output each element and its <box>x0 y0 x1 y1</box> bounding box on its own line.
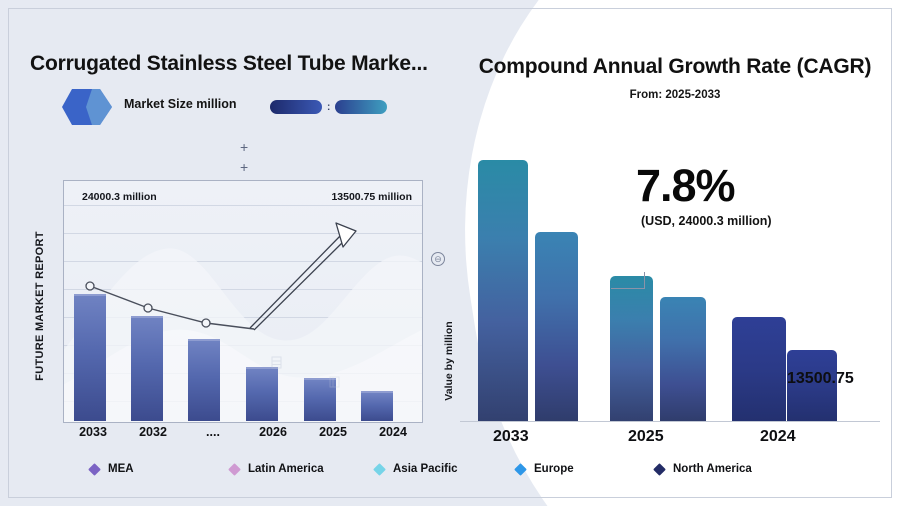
rbar-2033-back <box>535 232 578 422</box>
legend-dot-asia-pacific <box>373 462 386 476</box>
left-chart-trend-line <box>85 281 255 330</box>
frame-top <box>8 8 892 9</box>
x-label-5: 2024 <box>379 425 407 439</box>
rbar-2025-back <box>660 297 706 422</box>
legend-dot-north-america <box>653 462 666 476</box>
rbar-2024-front <box>732 317 786 422</box>
left-chart-annotation-end: 13500.75 million <box>331 191 412 203</box>
right-chart-subtitle: From: 2025-2033 <box>629 89 721 101</box>
legend-item-north-america[interactable]: North America <box>653 462 752 476</box>
left-chart-x-axis-labels: 2033 2032 .... 2026 2025 2024 <box>63 425 423 439</box>
x-label-0: 2033 <box>79 425 107 439</box>
pill-swatch-secondary <box>335 100 388 114</box>
rbar-2024-back <box>787 350 837 422</box>
bar-2026 <box>246 367 278 421</box>
x-label-1: 2032 <box>139 425 167 439</box>
pill-swatch-primary <box>270 100 322 114</box>
right-chart-bars <box>460 150 880 422</box>
frame-left <box>8 8 9 498</box>
left-chart-annotation-start: 24000.3 million <box>82 191 157 203</box>
legend-dot-europe <box>514 462 527 476</box>
rbar-2025-front <box>610 276 653 422</box>
x-label-2: .... <box>206 425 220 439</box>
legend-label-latin-america: Latin America <box>248 463 324 475</box>
y-axis-label-future-market-report: FUTURE MARKET REPORT <box>34 231 46 381</box>
watermark-icon-1 <box>271 356 282 369</box>
bar-2033 <box>74 294 106 421</box>
left-chart-bars <box>64 181 422 422</box>
bar-2025 <box>304 378 336 421</box>
frame-bottom <box>8 497 892 498</box>
frame-right <box>891 8 892 498</box>
legend-label-north-america: North America <box>673 463 752 475</box>
rbar-2033-front <box>478 160 528 422</box>
legend-item-mea[interactable]: MEA <box>88 462 134 476</box>
rx-label-2033: 2033 <box>493 428 529 445</box>
x-label-3: 2026 <box>259 425 287 439</box>
region-legend: MEA Latin America Asia Pacific Europe No… <box>0 462 900 487</box>
right-chart-data-label: 13500.75 <box>787 370 854 387</box>
plus-icon-top: + <box>240 139 249 155</box>
market-size-legend-label: Market Size million <box>124 97 237 111</box>
right-chart-bracket-marker <box>611 272 645 289</box>
minus-circle-icon: ⊖ <box>431 252 445 266</box>
legend-item-asia-pacific[interactable]: Asia Pacific <box>373 462 458 476</box>
bar-2032 <box>131 316 163 421</box>
bar-dots <box>188 339 220 421</box>
cagr-value: 7.8% <box>636 160 736 211</box>
plus-icon-bottom: + <box>240 159 249 175</box>
legend-label-mea: MEA <box>108 463 134 475</box>
cagr-note: (USD, 24000.3 million) <box>641 214 772 228</box>
pill-legend-group: : <box>270 100 388 114</box>
legend-item-latin-america[interactable]: Latin America <box>228 462 324 476</box>
legend-dot-mea <box>88 462 101 476</box>
legend-label-asia-pacific: Asia Pacific <box>393 463 458 475</box>
rx-label-2024: 2024 <box>760 428 796 445</box>
pill-separator: : <box>327 101 331 113</box>
y-axis-label-value-by-million: Value by million <box>443 321 455 401</box>
legend-dot-latin-america <box>228 462 241 476</box>
rx-label-2025: 2025 <box>628 428 664 445</box>
legend-item-europe[interactable]: Europe <box>514 462 574 476</box>
left-chart-growth-arrow-icon <box>249 222 357 331</box>
bar-2024 <box>361 391 393 421</box>
right-chart-baseline <box>460 421 880 422</box>
legend-label-europe: Europe <box>534 463 574 475</box>
left-chart-title: Corrugated Stainless Steel Tube Marke... <box>30 52 428 75</box>
left-chart-plot-area: 24000.3 million 13500.75 million <box>63 180 423 423</box>
right-chart-title: Compound Annual Growth Rate (CAGR) <box>478 55 872 78</box>
watermark-icon-2 <box>329 376 340 388</box>
hexagon-logo-icon <box>62 89 112 125</box>
x-label-4: 2025 <box>319 425 347 439</box>
